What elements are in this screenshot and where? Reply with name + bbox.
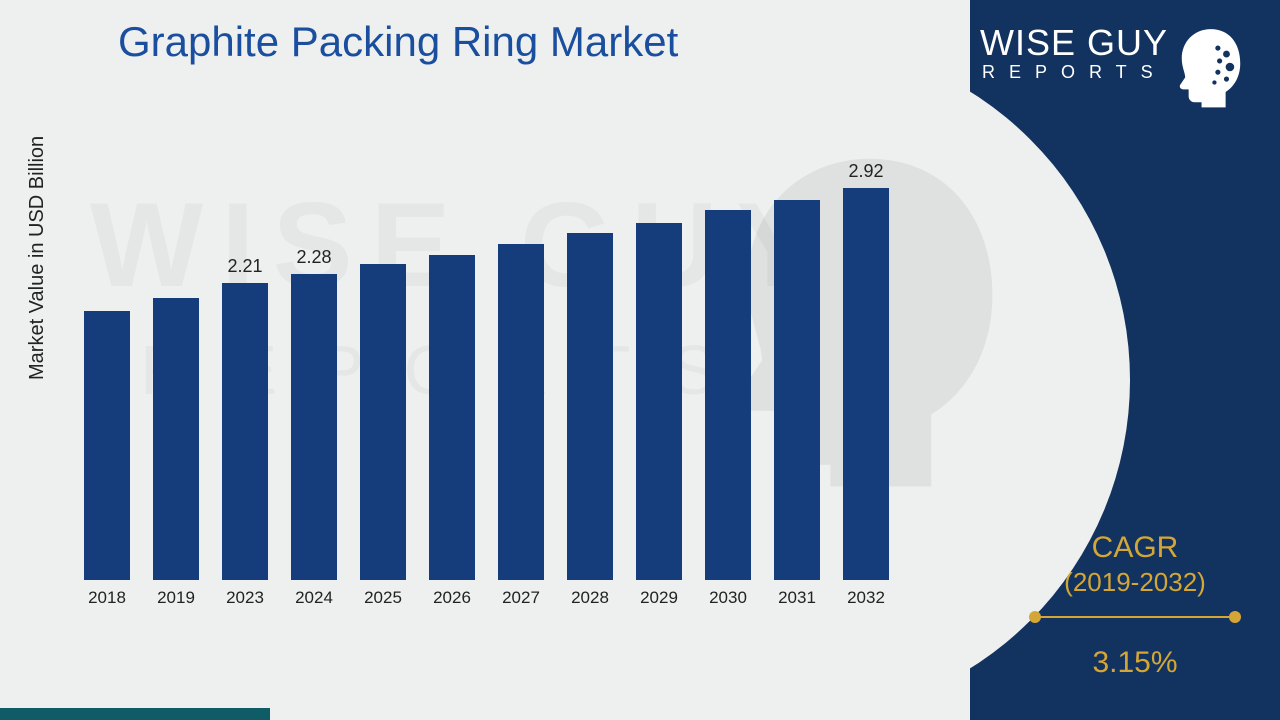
bar-rect xyxy=(705,210,751,580)
bar-value-label: 2.28 xyxy=(291,247,337,268)
x-tick-label: 2019 xyxy=(146,588,206,608)
x-tick-label: 2024 xyxy=(284,588,344,608)
bar-rect xyxy=(360,264,406,580)
bar-rect xyxy=(774,200,820,580)
bar-value-label: 2.21 xyxy=(222,256,268,277)
x-tick-label: 2025 xyxy=(353,588,413,608)
cagr-period: (2019-2032) xyxy=(990,567,1280,598)
chart-title: Graphite Packing Ring Market xyxy=(118,18,678,66)
bar-rect xyxy=(291,274,337,580)
x-tick-label: 2027 xyxy=(491,588,551,608)
bar-rect xyxy=(843,188,889,580)
cagr-value: 3.15% xyxy=(990,646,1280,680)
cagr-block: CAGR (2019-2032) 3.15% xyxy=(990,531,1280,680)
bars-container: 2.21 2.28 2.92 xyxy=(84,150,910,580)
bar-rect xyxy=(429,255,475,580)
bar-rect xyxy=(153,298,199,580)
x-tick-label: 2018 xyxy=(77,588,137,608)
cagr-divider xyxy=(1035,616,1235,618)
bar-chart: Market Value in USD Billion 2.212.282.92… xyxy=(70,150,910,610)
bar-rect xyxy=(222,283,268,580)
x-tick-label: 2031 xyxy=(767,588,827,608)
x-tick-label: 2023 xyxy=(215,588,275,608)
bar-rect xyxy=(498,244,544,580)
x-tick-label: 2026 xyxy=(422,588,482,608)
bar-rect xyxy=(636,223,682,580)
infographic-stage: WISE GUY REPORTS Graphite Packing Ring M… xyxy=(0,0,1280,720)
bar-rect xyxy=(567,233,613,580)
x-tick-label: 2032 xyxy=(836,588,896,608)
bottom-accent-bar xyxy=(0,708,270,720)
plot-area: 2.21 2.28 2.92 xyxy=(84,150,910,580)
cagr-label: CAGR xyxy=(990,531,1280,565)
x-tick-label: 2030 xyxy=(698,588,758,608)
logo-head-icon xyxy=(1168,24,1254,110)
bar-rect xyxy=(84,311,130,580)
x-tick-label: 2029 xyxy=(629,588,689,608)
bar-value-label: 2.92 xyxy=(843,161,889,182)
x-tick-label: 2028 xyxy=(560,588,620,608)
y-axis-label: Market Value in USD Billion xyxy=(26,136,49,380)
brand-logo: WISE GUY REPORTS xyxy=(980,22,1260,83)
